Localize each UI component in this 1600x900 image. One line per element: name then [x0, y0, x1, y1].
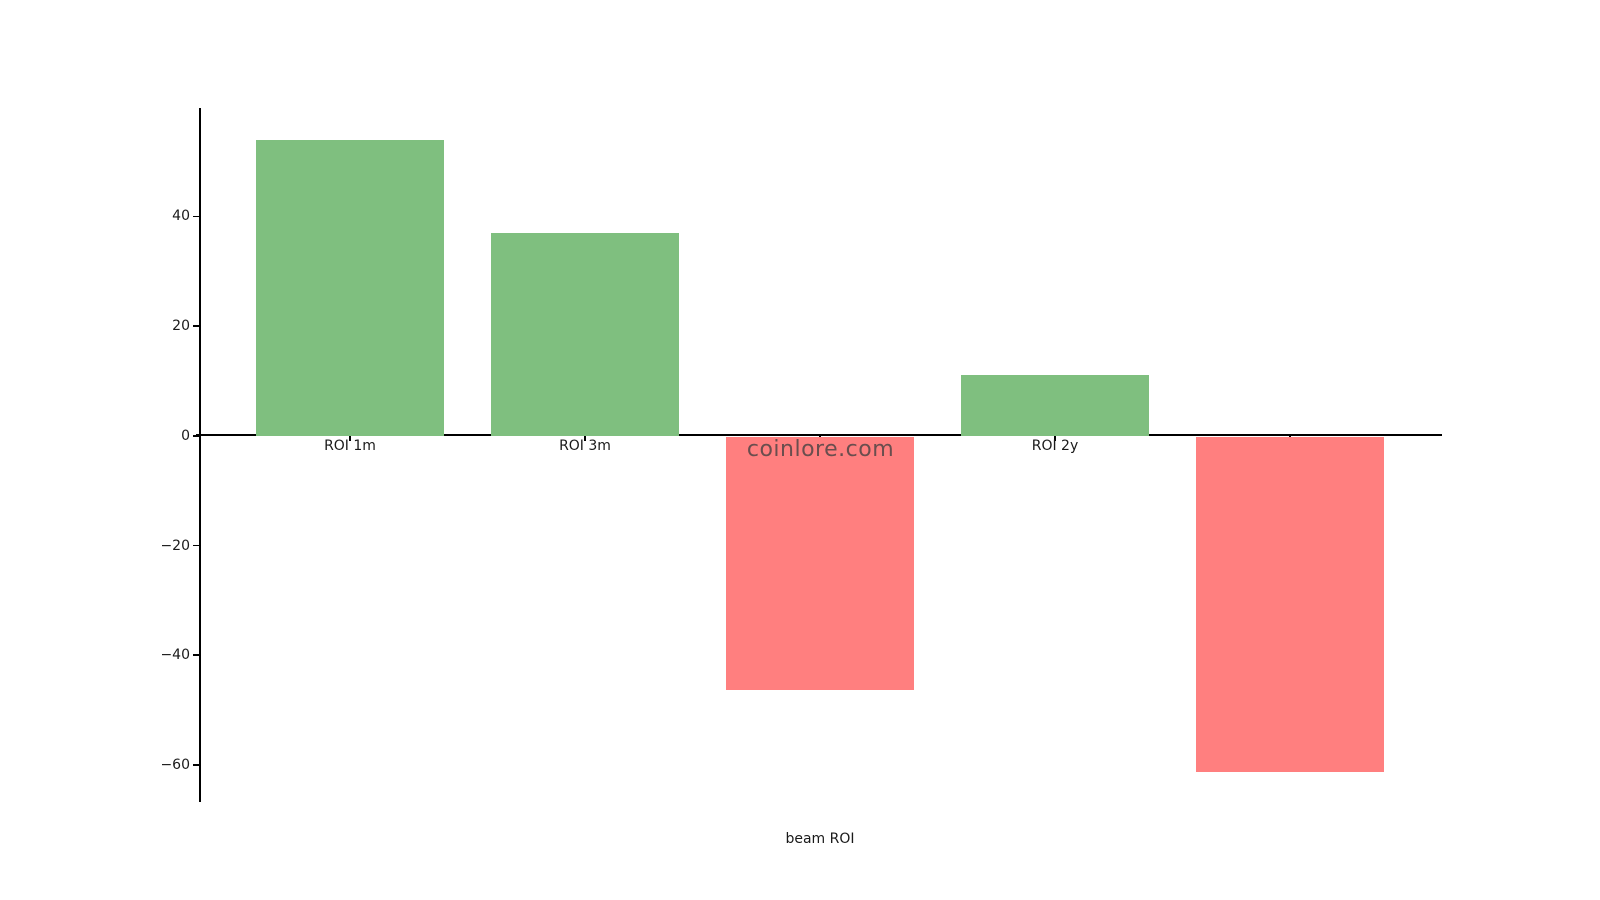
- x-tick-label: ROI 1m: [324, 437, 376, 454]
- positive-roi-bar: [491, 232, 679, 436]
- y-tick-mark: [193, 544, 199, 547]
- y-tick-mark: [193, 215, 199, 218]
- y-tick-mark: [193, 325, 199, 327]
- y-tick-mark: [193, 654, 199, 656]
- x-tick-label: ROI 2y: [1031, 437, 1079, 454]
- x-tick-mark: [1054, 435, 1056, 441]
- x-axis-title: beam ROI: [785, 831, 855, 847]
- y-tick-label: 20: [172, 318, 190, 335]
- x-tick-label: ROI 3m: [559, 437, 611, 454]
- positive-roi-bar: [256, 139, 444, 436]
- y-tick-mark: [193, 764, 199, 766]
- y-tick-label: −40: [160, 647, 190, 664]
- y-tick-label: 0: [181, 427, 190, 444]
- watermark-text: coinlore.com: [746, 437, 895, 462]
- negative-roi-bar: [1196, 437, 1384, 772]
- x-tick-mark: [584, 435, 586, 441]
- positive-roi-bar: [961, 375, 1149, 436]
- y-tick-mark: [193, 435, 199, 437]
- x-axis-line: [196, 434, 1442, 436]
- y-tick-label: −20: [160, 537, 190, 554]
- y-tick-label: −60: [160, 756, 190, 773]
- negative-roi-bar: [726, 437, 914, 690]
- y-axis-line: [199, 108, 201, 802]
- y-tick-label: 40: [172, 208, 190, 225]
- x-tick-mark: [349, 435, 351, 441]
